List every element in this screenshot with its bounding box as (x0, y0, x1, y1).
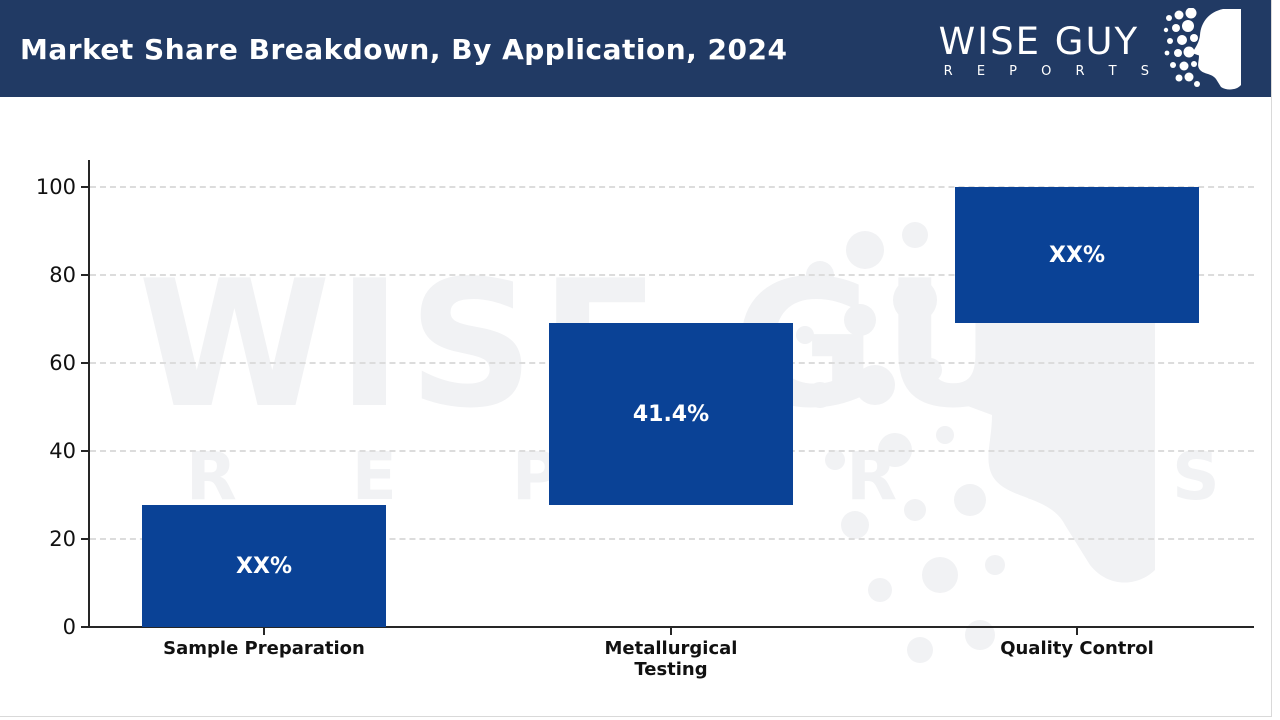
gridline-20 (90, 538, 1254, 540)
bar-value-label: XX% (1049, 242, 1105, 268)
bar-metallurgical-testing: 41.4% (549, 323, 793, 505)
x-category-label-sample-preparation: Sample Preparation (163, 638, 365, 659)
gridline-80 (90, 274, 1254, 276)
y-tick-60 (81, 362, 89, 364)
logo-face-icon (1163, 8, 1241, 90)
header: Market Share Breakdown, By Application, … (0, 0, 1271, 97)
y-tick-100 (81, 186, 89, 188)
y-tick-label-60: 60 (49, 351, 76, 375)
y-tick-label-40: 40 (49, 439, 76, 463)
y-tick-20 (81, 538, 89, 540)
bar-quality-control: XX% (955, 187, 1199, 323)
y-tick-0 (81, 626, 89, 628)
x-tick-sample-preparation (263, 628, 265, 635)
page-title: Market Share Breakdown, By Application, … (20, 33, 788, 66)
y-tick-80 (81, 274, 89, 276)
y-tick-label-20: 20 (49, 527, 76, 551)
x-tick-quality-control (1076, 628, 1078, 635)
y-tick-40 (81, 450, 89, 452)
x-category-label-metallurgical-testing: Metallurgical Testing (604, 638, 738, 680)
x-tick-metallurgical-testing (670, 628, 672, 635)
logo-wordmark: WISE GUY (938, 20, 1140, 63)
gridline-100 (90, 186, 1254, 188)
logo-reports-text: R E P O R T S (943, 64, 1159, 79)
bar-value-label: 41.4% (632, 401, 710, 427)
bar-value-label: XX% (236, 553, 292, 579)
y-tick-label-0: 0 (62, 615, 76, 639)
wise-guy-reports-logo: WISE GUY R E P O R T S (939, 8, 1253, 90)
x-category-label-quality-control: Quality Control (1000, 638, 1154, 659)
bar-sample-preparation: XX% (142, 505, 386, 627)
y-tick-label-100: 100 (35, 175, 76, 199)
y-axis-line (88, 160, 90, 628)
x-axis-line (88, 626, 1254, 628)
logo-text: WISE GUY R E P O R T S (938, 20, 1159, 80)
y-tick-label-80: 80 (49, 263, 76, 287)
